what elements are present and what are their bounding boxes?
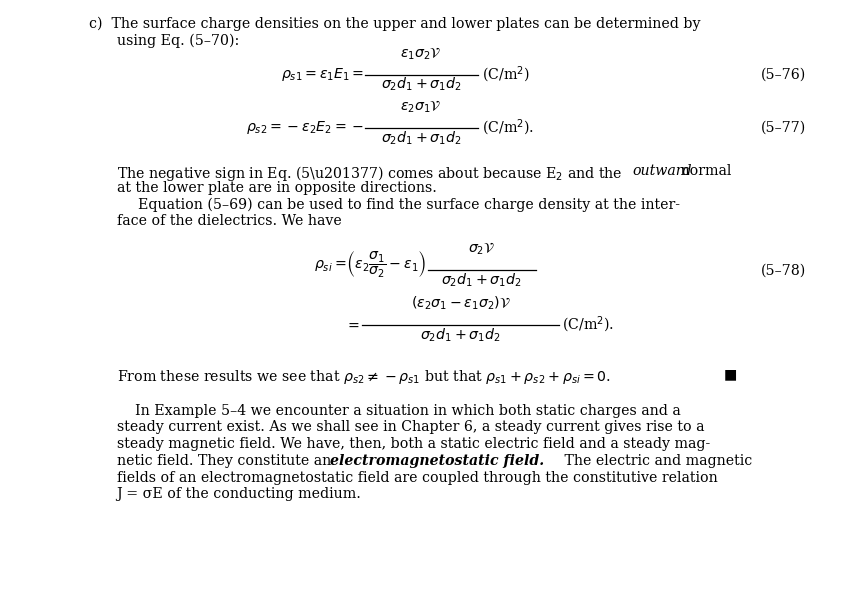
Text: c)  The surface charge densities on the upper and lower plates can be determined: c) The surface charge densities on the u…	[89, 17, 700, 31]
Text: netic field. They constitute an: netic field. They constitute an	[116, 454, 335, 468]
Text: (C/m$^2$): (C/m$^2$)	[481, 65, 528, 85]
Text: The negative sign in Eq. (5\u201377) comes about because E$_2$ and the: The negative sign in Eq. (5\u201377) com…	[116, 164, 622, 183]
Text: (5–78): (5–78)	[760, 263, 805, 277]
Text: ■: ■	[723, 368, 737, 382]
Text: $\sigma_2 d_1 + \sigma_1 d_2$: $\sigma_2 d_1 + \sigma_1 d_2$	[380, 129, 461, 147]
Text: using Eq. (5–70):: using Eq. (5–70):	[116, 33, 239, 48]
Text: (C/m$^2$).: (C/m$^2$).	[561, 315, 614, 335]
Text: steady magnetic field. We have, then, both a static electric field and a steady : steady magnetic field. We have, then, bo…	[116, 437, 709, 451]
Text: $\sigma_2 d_1 + \sigma_1 d_2$: $\sigma_2 d_1 + \sigma_1 d_2$	[441, 271, 522, 289]
Text: $\rho_{s1} = \epsilon_1 E_1 =$: $\rho_{s1} = \epsilon_1 E_1 =$	[281, 66, 364, 83]
Text: $\sigma_2 d_1 + \sigma_1 d_2$: $\sigma_2 d_1 + \sigma_1 d_2$	[419, 327, 500, 344]
Text: face of the dielectrics. We have: face of the dielectrics. We have	[116, 214, 341, 228]
Text: Equation (5–69) can be used to find the surface charge density at the inter-: Equation (5–69) can be used to find the …	[138, 197, 679, 212]
Text: $\sigma_2 d_1 + \sigma_1 d_2$: $\sigma_2 d_1 + \sigma_1 d_2$	[380, 76, 461, 93]
Text: at the lower plate are in opposite directions.: at the lower plate are in opposite direc…	[116, 181, 436, 194]
Text: fields of an electromagnetostatic field are coupled through the constitutive rel: fields of an electromagnetostatic field …	[116, 471, 717, 484]
Text: $=$: $=$	[344, 318, 360, 332]
Text: $\epsilon_1\sigma_2\mathcal{V}$: $\epsilon_1\sigma_2\mathcal{V}$	[399, 45, 441, 62]
Text: electromagnetostatic field.: electromagnetostatic field.	[329, 454, 543, 468]
Text: steady current exist. As we shall see in Chapter 6, a steady current gives rise : steady current exist. As we shall see in…	[116, 420, 703, 434]
Text: In Example 5–4 we encounter a situation in which both static charges and a: In Example 5–4 we encounter a situation …	[116, 404, 679, 417]
Text: outward: outward	[631, 164, 690, 178]
Text: (5–77): (5–77)	[760, 121, 805, 135]
Text: (C/m$^2$).: (C/m$^2$).	[481, 118, 533, 138]
Text: $\rho_{s2} = -\epsilon_2 E_2 = -$: $\rho_{s2} = -\epsilon_2 E_2 = -$	[246, 120, 364, 136]
Text: $\rho_{si} = \!\left(\epsilon_2\dfrac{\sigma_1}{\sigma_2} - \epsilon_1\right)$: $\rho_{si} = \!\left(\epsilon_2\dfrac{\s…	[314, 249, 426, 279]
Text: $\sigma_2\mathcal{V}$: $\sigma_2\mathcal{V}$	[468, 241, 495, 257]
Text: From these results we see that $\rho_{s2} \neq -\rho_{s1}$ but that $\rho_{s1} +: From these results we see that $\rho_{s2…	[116, 368, 609, 386]
Text: (5–76): (5–76)	[760, 68, 805, 82]
Text: normal: normal	[675, 164, 731, 178]
Text: $(\epsilon_2\sigma_1 - \epsilon_1\sigma_2)\mathcal{V}$: $(\epsilon_2\sigma_1 - \epsilon_1\sigma_…	[410, 295, 510, 312]
Text: J = σE of the conducting medium.: J = σE of the conducting medium.	[116, 487, 361, 501]
Text: The electric and magnetic: The electric and magnetic	[560, 454, 752, 468]
Text: $\epsilon_2\sigma_1\mathcal{V}$: $\epsilon_2\sigma_1\mathcal{V}$	[399, 99, 441, 115]
